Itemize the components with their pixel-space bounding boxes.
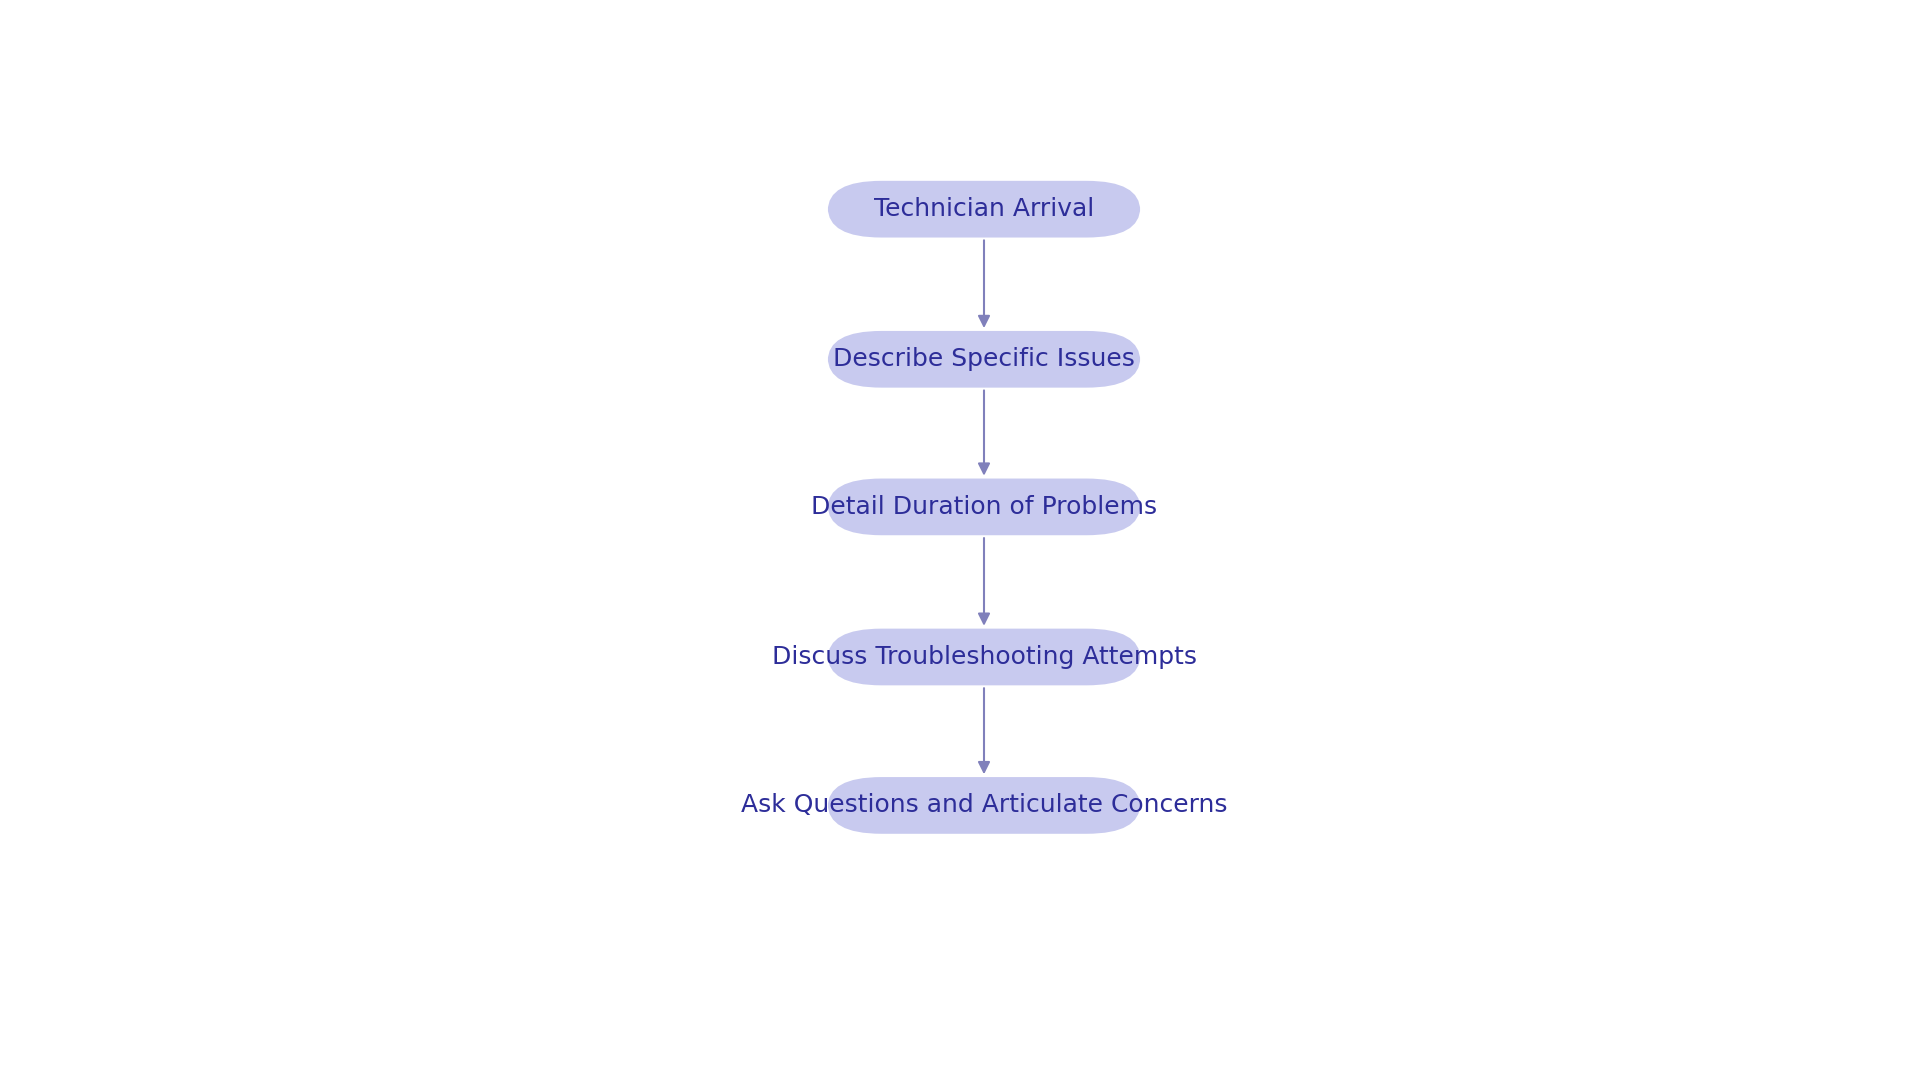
Text: Technician Arrival: Technician Arrival bbox=[874, 197, 1094, 221]
FancyBboxPatch shape bbox=[828, 331, 1140, 388]
Text: Ask Questions and Articulate Concerns: Ask Questions and Articulate Concerns bbox=[741, 794, 1227, 818]
FancyBboxPatch shape bbox=[828, 479, 1140, 535]
FancyBboxPatch shape bbox=[828, 778, 1140, 834]
Text: Detail Duration of Problems: Detail Duration of Problems bbox=[810, 495, 1158, 519]
FancyBboxPatch shape bbox=[828, 181, 1140, 237]
Text: Describe Specific Issues: Describe Specific Issues bbox=[833, 348, 1135, 371]
Text: Discuss Troubleshooting Attempts: Discuss Troubleshooting Attempts bbox=[772, 645, 1196, 669]
FancyBboxPatch shape bbox=[828, 628, 1140, 686]
